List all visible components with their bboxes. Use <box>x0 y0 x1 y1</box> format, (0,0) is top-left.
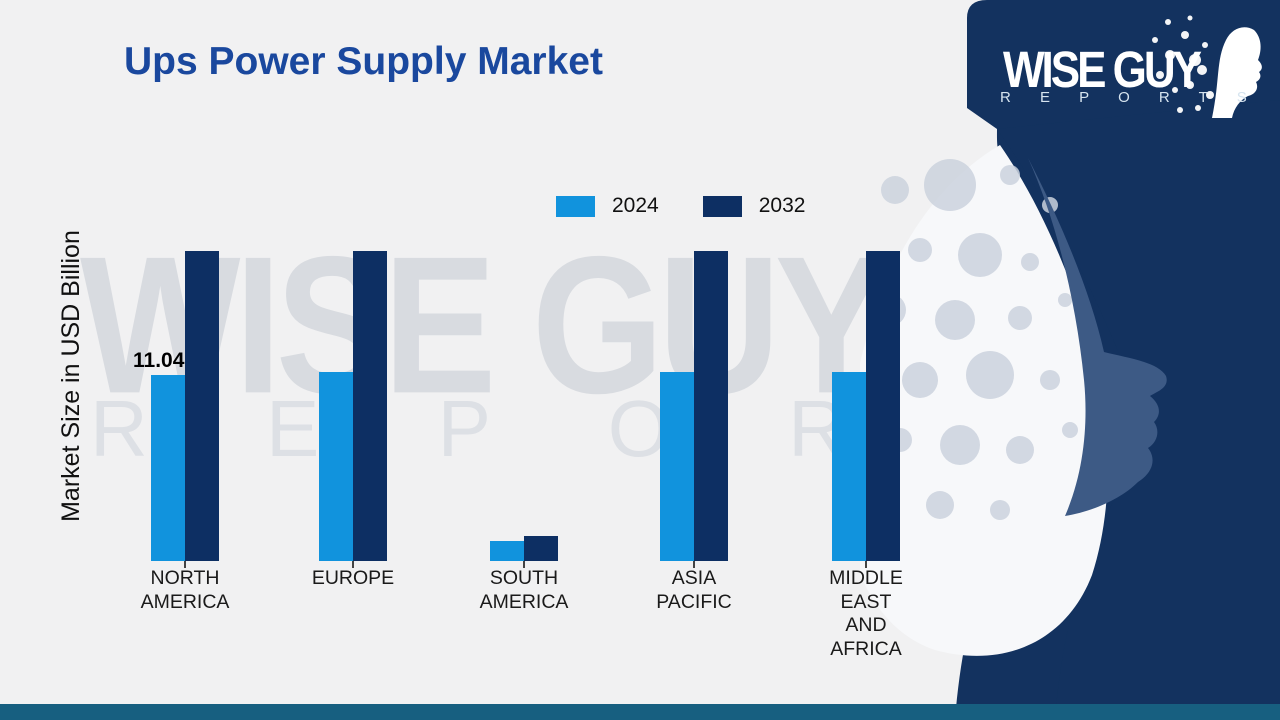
category-label: MIDDLE EAST AND AFRICA <box>829 567 903 660</box>
head-watermark-shape <box>860 145 1109 656</box>
logo-reports-label: R E P O R T S <box>1000 89 1260 106</box>
axis-tick <box>184 561 186 568</box>
legend-item-2032: 2032 <box>702 194 806 218</box>
y-axis-label: Market Size in USD Billion <box>57 230 85 522</box>
bar-2032-middle-east-and-africa <box>866 251 900 561</box>
face-profile-shape <box>1028 158 1167 516</box>
category-label: EUROPE <box>311 567 395 589</box>
bar-2032-south-america <box>524 536 558 561</box>
legend-swatch-2032 <box>702 195 742 217</box>
axis-tick <box>693 561 695 568</box>
bar-value-label: 11.04 <box>133 349 185 372</box>
category-label: ASIA PACIFIC <box>656 567 732 613</box>
bar-2032-north-america <box>185 251 219 561</box>
bar-2024-asia-pacific <box>660 372 694 561</box>
chart-title: Ups Power Supply Market <box>124 40 603 83</box>
logo-dots-pattern <box>1152 15 1214 113</box>
navy-blob-shape <box>997 100 1280 720</box>
bar-2024-north-america <box>151 375 185 561</box>
category-label: SOUTH AMERICA <box>479 567 569 613</box>
chart-legend: 2024 2032 <box>556 194 805 218</box>
bar-2032-europe <box>353 251 387 561</box>
logo-face-icon <box>1212 27 1262 119</box>
axis-tick <box>523 561 525 568</box>
legend-label: 2032 <box>758 194 806 217</box>
axis-tick <box>352 561 354 568</box>
legend-swatch-2024 <box>556 195 595 217</box>
legend-label: 2024 <box>612 194 659 217</box>
bar-2024-middle-east-and-africa <box>832 372 866 561</box>
logo-wordmark: WISE GUY <box>1003 42 1202 99</box>
axis-tick <box>865 561 867 568</box>
bar-2024-south-america <box>490 541 524 561</box>
bar-2024-europe <box>319 372 353 561</box>
legend-item-2024: 2024 <box>556 194 659 218</box>
bar-2032-asia-pacific <box>694 251 728 561</box>
category-label: NORTH AMERICA <box>140 567 230 613</box>
footer-bar <box>0 704 1280 720</box>
